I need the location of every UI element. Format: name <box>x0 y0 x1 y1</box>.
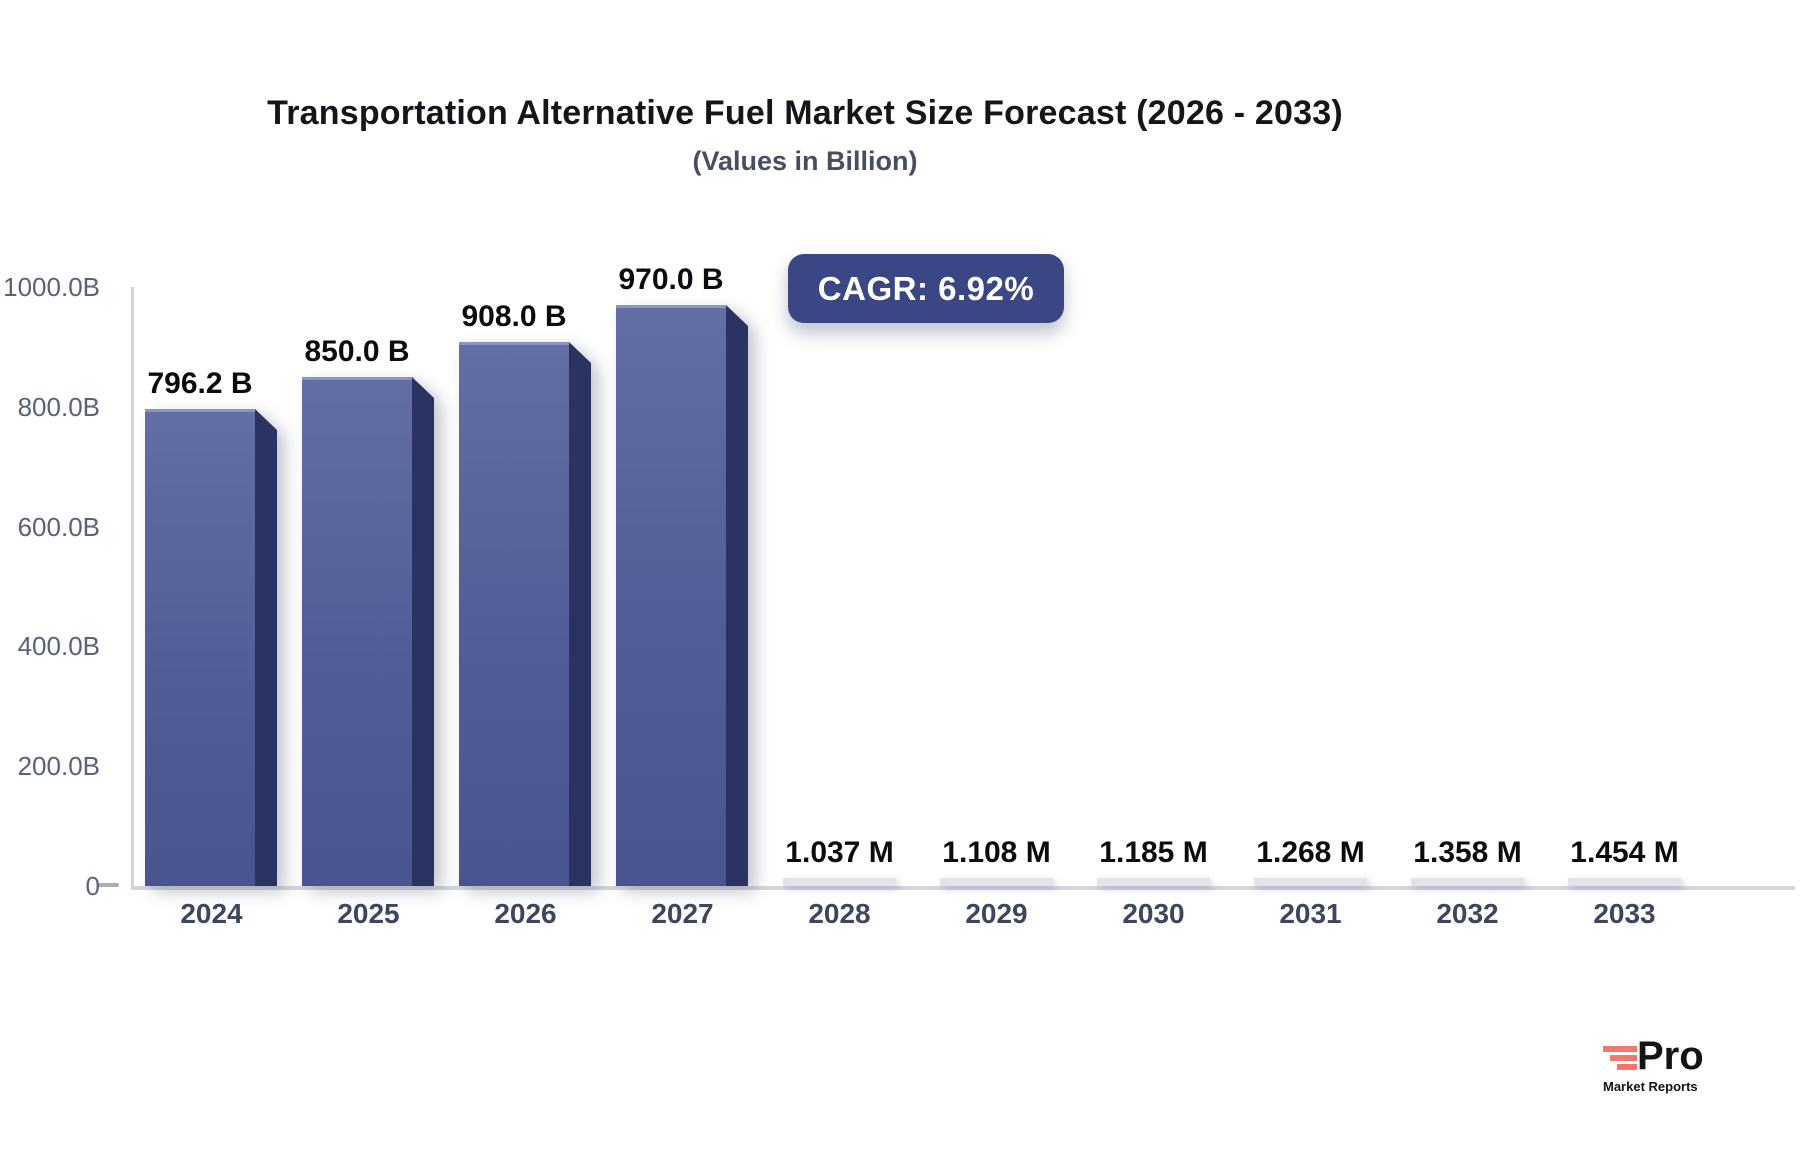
value-label-2033: 1.454 M <box>1570 836 1679 869</box>
bar-side <box>726 305 748 886</box>
x-axis-label-2024: 2024 <box>180 898 243 929</box>
bar-2031 <box>1254 878 1367 886</box>
y-tick-label: 1000.0B <box>3 272 100 302</box>
bar-2026 <box>459 342 591 886</box>
y-tick-label: 200.0B <box>17 751 100 782</box>
value-label-2031: 1.268 M <box>1256 836 1365 869</box>
bar-slot-2029: 1.108 M 2029 <box>918 0 1075 929</box>
y-tick-label: 0 <box>85 871 100 901</box>
chart-title: Transportation Alternative Fuel Market S… <box>267 94 1343 132</box>
logo-text: Pro <box>1637 1034 1704 1078</box>
bar-side <box>255 409 277 886</box>
x-axis-label-2025: 2025 <box>337 898 400 929</box>
bar-slot-2025: 850.0 B 2025 <box>290 0 447 929</box>
y-tick-label: 600.0B <box>17 511 100 542</box>
zero-tick-dash <box>97 883 119 887</box>
bar-2032 <box>1411 878 1524 886</box>
logo-bars-icon <box>1603 1046 1637 1073</box>
bar-face <box>302 377 412 886</box>
bar-2027 <box>616 305 748 886</box>
x-axis-label-2028: 2028 <box>808 898 871 929</box>
y-tick-label: 800.0B <box>17 391 100 422</box>
value-label-2025: 850.0 B <box>304 335 410 368</box>
bar-2030 <box>1097 878 1210 886</box>
value-label-2029: 1.108 M <box>942 836 1051 869</box>
y-axis-line <box>131 287 134 886</box>
x-axis-label-2026: 2026 <box>494 898 557 929</box>
x-axis-label-2031: 2031 <box>1279 898 1342 929</box>
chart-subtitle: (Values in Billion) <box>692 146 918 176</box>
bar-face <box>616 305 726 886</box>
value-label-2024: 796.2 B <box>147 367 253 400</box>
x-axis-label-2032: 2032 <box>1436 898 1499 929</box>
bar-face <box>459 342 569 886</box>
value-label-2027: 970.0 B <box>618 263 724 296</box>
value-label-2030: 1.185 M <box>1099 836 1208 869</box>
value-label-2028: 1.037 M <box>785 836 894 869</box>
x-axis-label-2030: 2030 <box>1122 898 1185 929</box>
plot-area: 796.2 B 2024 850.0 B 2025 908.0 B 2026 970.0 B… <box>133 0 1703 929</box>
brand-logo: Pro Market Reports <box>1603 1036 1723 1094</box>
bar-slot-2028: 1.037 M 2028 <box>761 0 918 929</box>
bar-2025 <box>302 377 434 886</box>
bar-slot-2026: 908.0 B 2026 <box>447 0 604 929</box>
cagr-badge: CAGR: 6.92% <box>788 254 1064 323</box>
bar-2029 <box>940 878 1053 886</box>
bar-2024 <box>145 409 277 886</box>
bar-slot-2033: 1.454 M 2033 <box>1546 0 1703 929</box>
bar-slot-2027: 970.0 B 2027 <box>604 0 761 929</box>
value-label-2032: 1.358 M <box>1413 836 1522 869</box>
bar-slot-2032: 1.358 M 2032 <box>1389 0 1546 929</box>
bar-2028 <box>783 878 896 886</box>
logo-subtext: Market Reports <box>1603 1079 1698 1094</box>
bar-side <box>569 342 591 886</box>
x-axis-label-2029: 2029 <box>965 898 1028 929</box>
bar-2033 <box>1568 878 1681 886</box>
x-axis-label-2027: 2027 <box>651 898 714 929</box>
x-axis-label-2033: 2033 <box>1593 898 1656 929</box>
bar-face <box>145 409 255 886</box>
x-axis-baseline <box>131 886 1795 890</box>
bar-side <box>412 377 434 886</box>
bar-slot-2024: 796.2 B 2024 <box>133 0 290 929</box>
bar-slot-2030: 1.185 M 2030 <box>1075 0 1232 929</box>
value-label-2026: 908.0 B <box>461 300 567 333</box>
cagr-badge-label: CAGR: 6.92% <box>817 269 1035 307</box>
y-tick-label: 400.0B <box>17 631 100 662</box>
bar-slot-2031: 1.268 M 2031 <box>1232 0 1389 929</box>
